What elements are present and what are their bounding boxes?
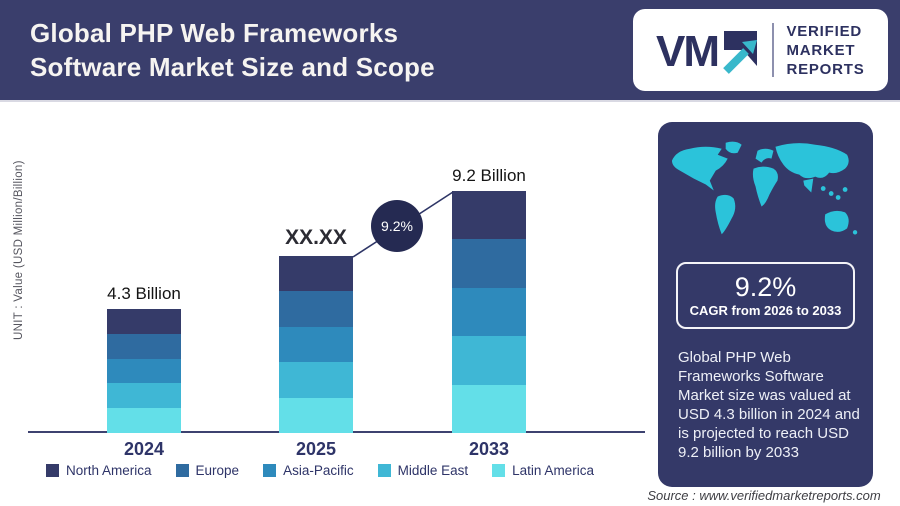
vmr-mark-letters: VM xyxy=(656,27,718,75)
bar-value-label: 9.2 Billion xyxy=(452,166,526,185)
summary-sidebar: 9.2% CAGR from 2026 to 2033 Global PHP W… xyxy=(658,122,873,487)
bar-segment-asia-pacific xyxy=(107,358,181,384)
bar-segment-europe xyxy=(279,291,353,327)
legend-swatch-icon xyxy=(263,464,277,477)
vmr-mark-r-flag xyxy=(724,31,758,66)
source-link[interactable]: Source : www.verifiedmarketreports.com xyxy=(647,488,881,503)
legend-swatch-icon xyxy=(377,464,391,477)
stacked-bar-2024 xyxy=(107,309,181,433)
vmr-arrow-head xyxy=(742,40,758,54)
bar-segment-north-america xyxy=(452,191,526,240)
legend-label: Middle East xyxy=(397,463,469,478)
legend-item-europe: Europe xyxy=(175,463,240,478)
bar-value-label: 4.3 Billion xyxy=(107,284,181,303)
cagr-caption: CAGR from 2026 to 2033 xyxy=(689,303,842,318)
title-line-2: Software Market Size and Scope xyxy=(30,52,435,82)
legend-swatch-icon xyxy=(46,464,59,477)
bar-segment-north-america xyxy=(279,256,353,292)
chart-legend: North America Europe Asia-Pacific Middle Ea… xyxy=(46,463,594,478)
y-axis-label: UNIT : Value (USD Million/Billion) xyxy=(13,160,25,340)
bar-segment-north-america xyxy=(107,309,181,334)
x-axis-tick-2024: 2024 xyxy=(123,439,165,459)
bar-segment-latin-america xyxy=(107,408,181,433)
logo-divider xyxy=(772,23,775,77)
brand-text: VERIFIED MARKET REPORTS xyxy=(786,22,864,79)
legend-swatch-icon xyxy=(175,464,189,477)
world-map-icon xyxy=(666,132,865,256)
title-line-1: Global PHP Web Frameworks xyxy=(30,18,399,48)
bar-segment-europe xyxy=(452,239,526,288)
legend-swatch-icon xyxy=(492,464,506,477)
market-summary-text: Global PHP Web Frameworks Software Marke… xyxy=(678,349,860,461)
bar-value-label: XX.XX xyxy=(285,226,347,249)
legend-label: Latin America xyxy=(512,463,594,478)
bar-segment-middle-east xyxy=(452,336,526,385)
legend-item-asia-pacific: Asia-Pacific xyxy=(263,463,354,478)
legend-label: Asia-Pacific xyxy=(283,463,354,478)
x-axis-tick-2025: 2025 xyxy=(295,439,337,459)
vmr-arrow-shaft xyxy=(723,48,750,74)
vmr-logo[interactable]: VM VERIFIED MARKET REPORTS xyxy=(633,9,888,91)
bar-segment-europe xyxy=(107,333,181,359)
legend-label: North America xyxy=(66,463,152,478)
cagr-box: 9.2% CAGR from 2026 to 2033 xyxy=(676,262,855,329)
brand-line-1: VERIFIED xyxy=(786,22,863,40)
legend-label: Europe xyxy=(195,463,240,478)
bar-segment-latin-america xyxy=(279,397,353,434)
bar-segment-latin-america xyxy=(452,384,526,434)
header-band: Global PHP Web Frameworks Software Marke… xyxy=(0,0,900,102)
brand-line-3: REPORTS xyxy=(786,60,865,78)
cagr-value: 9.2% xyxy=(734,272,797,302)
bar-segment-asia-pacific xyxy=(279,326,353,363)
stacked-bar-2033 xyxy=(452,191,526,434)
bar-segment-middle-east xyxy=(107,383,181,409)
stacked-bar-2025 xyxy=(279,256,353,434)
vmr-logo-mark-icon: VM xyxy=(656,27,758,75)
brand-line-2: MARKET xyxy=(786,41,856,59)
legend-item-latin-america: Latin America xyxy=(492,463,594,478)
bar-segment-asia-pacific xyxy=(452,287,526,337)
page-title: Global PHP Web Frameworks Software Marke… xyxy=(30,16,435,84)
legend-item-north-america: North America xyxy=(46,463,152,478)
legend-item-middle-east: Middle East xyxy=(377,463,469,478)
bar-segment-middle-east xyxy=(279,362,353,398)
x-axis-tick-2033: 2033 xyxy=(468,439,510,459)
